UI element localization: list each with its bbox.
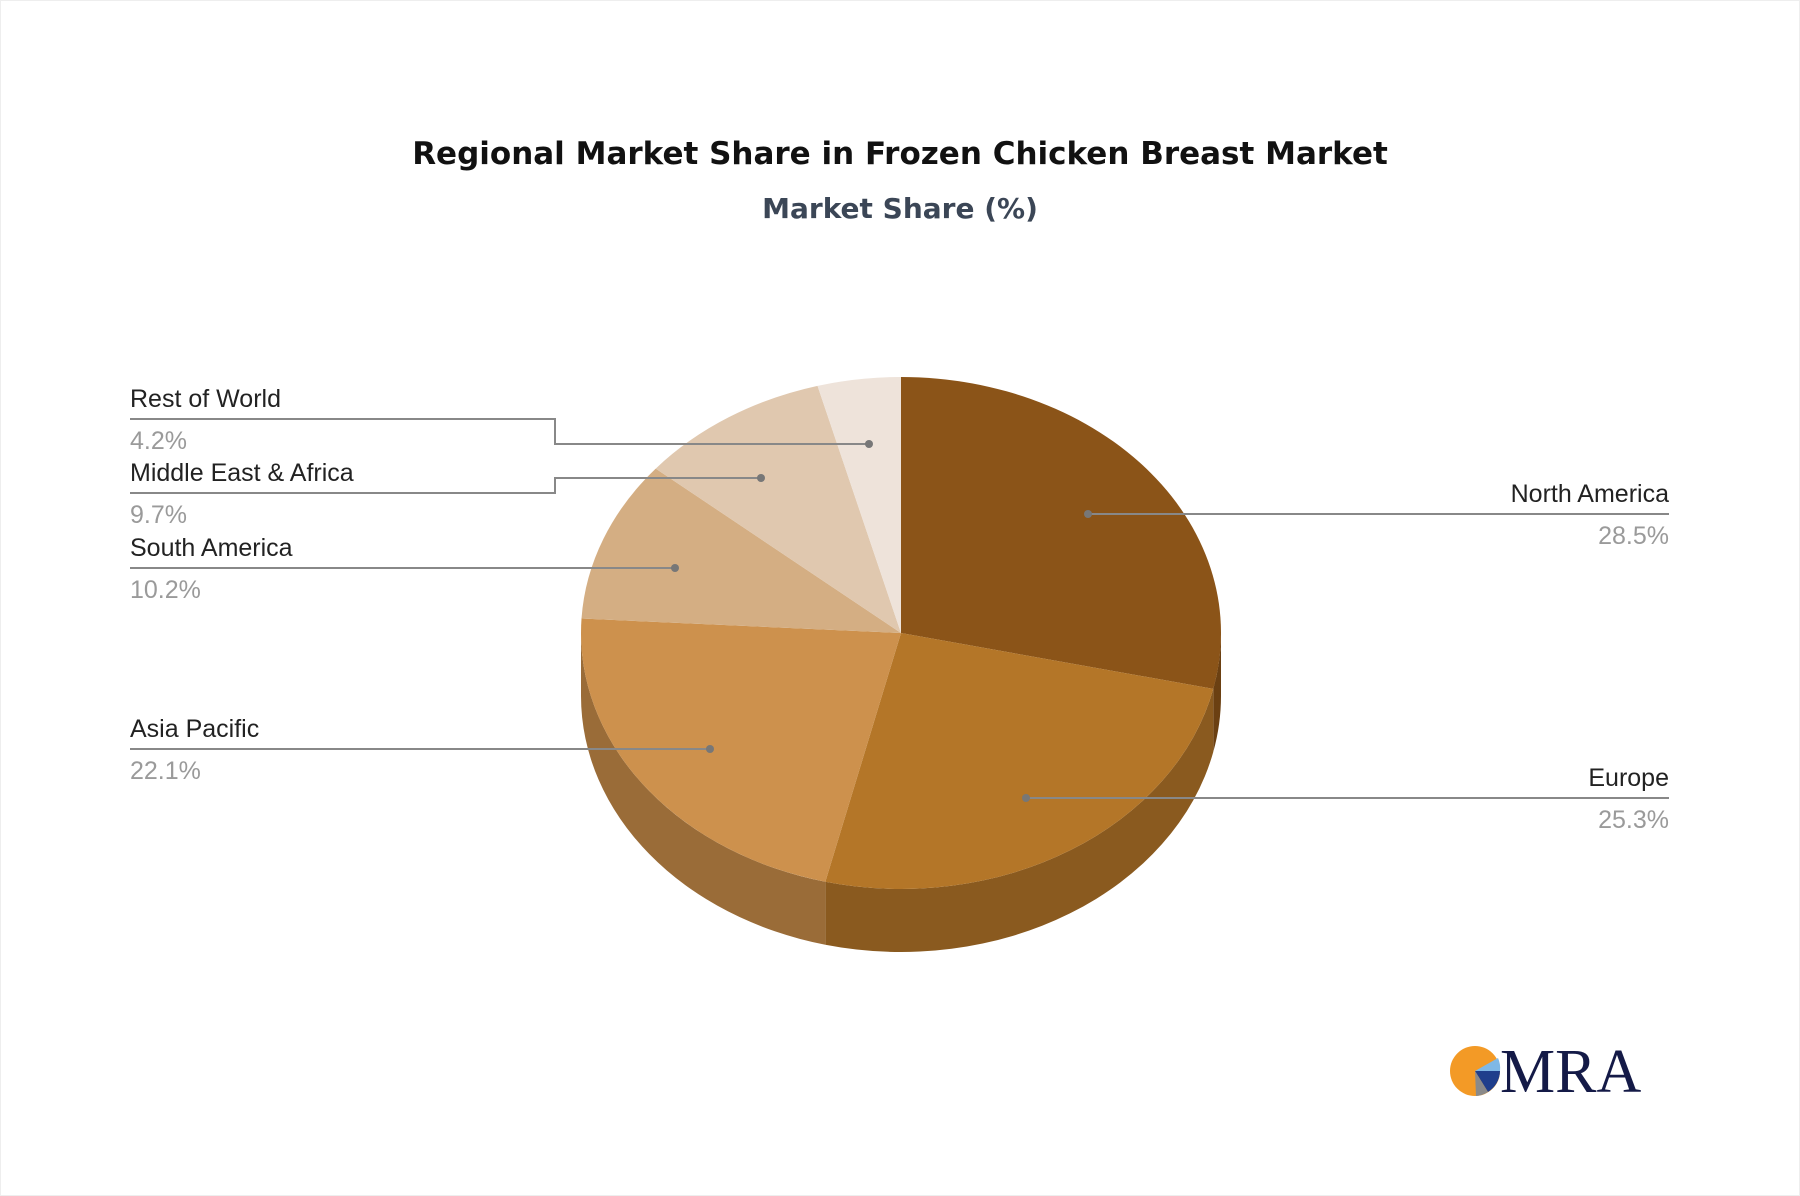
leader-dot — [706, 745, 714, 753]
slice-value-label: 28.5% — [1598, 522, 1669, 550]
slice-label: Middle East & Africa — [130, 459, 354, 487]
pie-slice-side — [825, 688, 1214, 952]
leader-dot — [757, 474, 765, 482]
pie-slice-rest-of-world — [817, 377, 901, 633]
pie-slice-side — [581, 633, 826, 945]
leader-dot — [865, 440, 873, 448]
slice-value-label: 22.1% — [130, 757, 201, 785]
leader-line — [130, 418, 869, 445]
pie-slice-asia-pacific — [581, 618, 901, 882]
chart-title: Regional Market Share in Frozen Chicken … — [412, 136, 1388, 172]
slice-value-label: 4.2% — [130, 427, 187, 455]
pie-slice-middle-east-africa — [655, 385, 901, 633]
slice-value-label: 10.2% — [130, 576, 201, 604]
slice-label: North America — [1511, 480, 1669, 508]
pie-slice-side — [1213, 633, 1221, 752]
chart-subtitle: Market Share (%) — [762, 192, 1038, 225]
slice-label: South America — [130, 534, 293, 562]
leader-dot — [671, 564, 679, 572]
slice-label: Asia Pacific — [130, 715, 259, 743]
pie-slice-europe — [825, 633, 1214, 889]
leader-dot — [1022, 794, 1030, 802]
leader-dot — [1084, 510, 1092, 518]
leader-line — [130, 477, 761, 494]
slice-label: Rest of World — [130, 385, 281, 413]
slice-value-label: 25.3% — [1598, 806, 1669, 834]
slice-label: Europe — [1588, 764, 1669, 792]
pie-slice-south-america — [581, 468, 901, 633]
slice-value-label: 9.7% — [130, 501, 187, 529]
pie-slice-north-america — [901, 377, 1221, 689]
